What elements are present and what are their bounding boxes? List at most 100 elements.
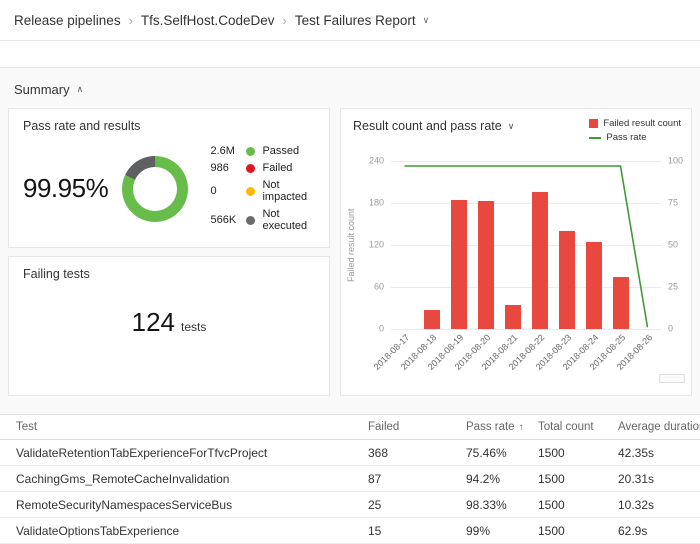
cell-average_duration: 10.32s [618,497,655,512]
results-legend: 2.6M Passed 986 Failed 0 Not impacted 566K Not … [210,145,315,232]
x-axis-label: 2018-08-17 [371,332,411,372]
legend-value: 0 [210,185,217,197]
y-axis-title: Failed result count [346,208,356,282]
left-column: Pass rate and results 99.95% 2.6M Passed 9… [8,108,330,396]
cell-total_count: 1500 [538,497,565,512]
y-axis-right-tick: 100 [668,155,684,166]
bar-legend-swatch [589,119,599,128]
y-axis-left-tick: 0 [378,323,384,334]
legend-label: Not executed [262,208,308,232]
cell-average_duration: 20.31s [618,471,655,486]
chevron-down-icon[interactable]: ∨ [422,14,430,25]
cell-average_duration: 62.9s [618,523,648,538]
legend-value: 566K [210,214,237,226]
legend-item-label: Pass rate [606,132,647,143]
chart-plot: Failed result count 0 60 120 180 240 0 25 50 75 1… [346,156,683,372]
failing-tests-card: Failing tests 124 tests [8,256,330,396]
y-axis-left-tick: 60 [373,281,384,292]
table-body: ValidateRetentionTabExperienceForTfvcPro… [0,440,700,544]
table-row[interactable]: ValidateRetentionTabExperienceForTfvcPro… [0,440,700,466]
chart-title-dropdown[interactable]: Result count and pass rate ∨ [341,109,691,133]
chart-gridline [391,245,661,246]
column-header-label: Pass rate [466,421,515,433]
y-axis-right-tick: 25 [668,281,679,292]
sort-ascending-icon: ↑ [518,421,524,433]
failed-count-bar [477,200,494,329]
chart-legend: Failed result count Pass rate [589,118,681,146]
breadcrumb-separator: › [128,12,133,28]
column-header-pass_rate[interactable]: Pass rate ↑ [466,421,538,433]
chevron-up-icon: ∧ [76,83,84,94]
breadcrumb-bar: Release pipelines › Tfs.SelfHost.CodeDev › T… [0,0,700,41]
cell-test: CachingGms_RemoteCacheInvalidation [16,471,230,486]
legend-item: Failed result count [589,118,681,129]
column-header-failed[interactable]: Failed [368,421,466,433]
column-header-label: Test [16,421,38,433]
failed-count-bar [585,242,602,329]
y-axis-right-tick: 75 [668,197,679,208]
column-header-label: Total count [538,421,594,433]
pass-rate-value: 99.95% [23,173,109,203]
failing-tests-table: Test Failed Pass rate ↑ Total count Average d… [0,414,700,544]
results-donut-chart [122,155,189,222]
command-bar [0,41,700,68]
cell-test: ValidateRetentionTabExperienceForTfvcPro… [16,445,268,460]
report-content: Summary ∧ Pass rate and results 99.95% 2… [0,76,700,396]
cell-failed: 87 [368,471,382,486]
legend-dot [246,186,256,196]
pass-rate-card: Pass rate and results 99.95% 2.6M Passed 9… [8,108,330,248]
y-axis-left-tick: 180 [368,197,384,208]
failed-count-bar [531,191,548,329]
chart-gridline [391,161,661,162]
column-header-total_count[interactable]: Total count [538,421,618,433]
cell-total_count: 1500 [538,471,565,486]
failed-count-bar [558,231,575,329]
table-row[interactable]: ValidateOptionsTabExperience 15 99% 1500 62.… [0,518,700,544]
breadcrumb-item-2[interactable]: Tfs.SelfHost.CodeDev [140,12,275,28]
legend-dot [246,146,256,156]
y-axis-right-tick: 50 [668,239,679,250]
failing-tests-content: 124 tests [9,307,329,338]
failing-tests-count: 124 [131,307,176,337]
cell-failed: 25 [368,497,382,512]
table-header: Test Failed Pass rate ↑ Total count Average d… [0,415,700,440]
breadcrumb-separator: › [282,12,287,28]
chart-gridline [391,203,661,204]
legend-dot [246,163,256,173]
failed-count-bar [450,199,467,329]
table-row[interactable]: CachingGms_RemoteCacheInvalidation 87 94.2… [0,466,700,492]
chart-scrollbar[interactable] [659,374,685,383]
legend-label: Not impacted [262,179,308,203]
failed-count-bar [504,304,521,329]
cell-pass_rate: 99% [466,523,491,538]
y-axis-left-tick: 240 [368,155,384,166]
column-header-average_duration[interactable]: Average duration [618,421,700,433]
y-axis-left-tick: 120 [368,239,384,250]
failed-count-bar [423,310,440,329]
table-row[interactable]: RemoteSecurityNamespacesServiceBus 25 98.3… [0,492,700,518]
column-header-test[interactable]: Test [16,421,368,433]
cell-total_count: 1500 [538,523,565,538]
failed-count-bar [612,276,629,329]
y-axis-right-tick: 0 [668,323,674,334]
line-legend-swatch [589,136,602,139]
legend-value: 986 [210,162,229,174]
breadcrumb-item-1[interactable]: Release pipelines [14,12,121,28]
pass-rate-card-title: Pass rate and results [23,119,141,133]
column-header-label: Failed [368,421,400,433]
summary-cards: Pass rate and results 99.95% 2.6M Passed 9… [8,108,692,396]
cell-failed: 368 [368,445,389,460]
legend-label: Failed [262,162,293,174]
legend-item-label: Failed result count [603,118,681,129]
column-header-label: Average duration [618,421,700,433]
cell-failed: 15 [368,523,382,538]
failing-tests-unit: tests [181,320,207,334]
breadcrumb-item-3[interactable]: Test Failures Report [294,12,416,28]
chart-gridline [391,329,661,330]
legend-item: Pass rate [589,132,681,143]
failing-tests-card-title: Failing tests [23,267,90,281]
cell-pass_rate: 94.2% [466,471,501,486]
summary-toggle[interactable]: Summary ∧ [8,76,692,102]
chevron-down-icon: ∨ [507,120,515,131]
legend-value: 2.6M [210,145,235,157]
